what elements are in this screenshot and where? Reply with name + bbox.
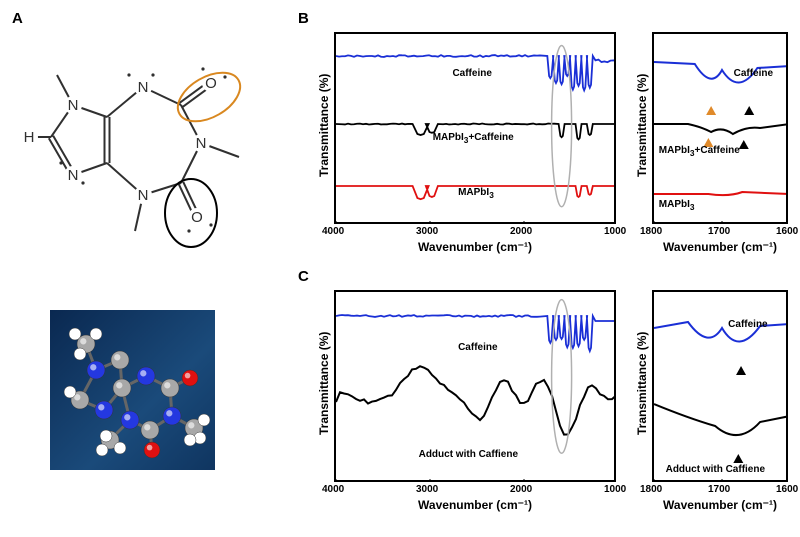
trace-label: Adduct with Caffiene (419, 449, 518, 460)
trace-label: Caffeine (452, 68, 491, 79)
tick-label: 1600 (776, 484, 798, 495)
tick-label: 2000 (510, 484, 532, 495)
svg-text:H: H (24, 129, 35, 146)
y-axis-label: Transmittance (%) (317, 77, 331, 177)
svg-text:O: O (191, 209, 203, 226)
trace-label: Adduct with Caffiene (666, 464, 765, 475)
x-axis-label: Wavenumber (cm⁻¹) (334, 240, 616, 254)
svg-text:N: N (138, 79, 149, 96)
trace-label: Caffeine (728, 319, 767, 330)
tick-label: 4000 (322, 226, 344, 237)
tick-label: 1800 (640, 226, 662, 237)
trace-label: MAPbI3 (458, 187, 494, 200)
trace-label: Caffeine (734, 68, 773, 79)
x-axis-label: Wavenumber (cm⁻¹) (652, 498, 788, 512)
panel-label-c: C (298, 268, 309, 285)
tick-label: 1700 (708, 226, 730, 237)
x-axis-label: Wavenumber (cm⁻¹) (334, 498, 616, 512)
svg-text:N: N (68, 97, 79, 114)
panel-label-b: B (298, 10, 309, 27)
svg-text:N: N (196, 135, 207, 152)
tick-label: 2000 (510, 226, 532, 237)
molecule-3d-model (50, 310, 215, 470)
tick-label: 1700 (708, 484, 730, 495)
svg-text:N: N (138, 187, 149, 204)
svg-text:O: O (205, 75, 217, 92)
tick-label: 4000 (322, 484, 344, 495)
y-axis-label: Transmittance (%) (635, 77, 649, 177)
tick-label: 1800 (640, 484, 662, 495)
tick-label: 3000 (416, 484, 438, 495)
tick-label: 1000 (604, 484, 626, 495)
tick-label: 1600 (776, 226, 798, 237)
x-axis-label: Wavenumber (cm⁻¹) (652, 240, 788, 254)
y-axis-label: Transmittance (%) (317, 335, 331, 435)
tick-label: 3000 (416, 226, 438, 237)
panel-b-narrow-spectrum (652, 32, 788, 224)
trace-label: MAPbI3+Caffeine (433, 132, 514, 145)
svg-text:N: N (68, 167, 79, 184)
panel-label-a: A (12, 10, 23, 27)
trace-label: MAPbI3 (659, 199, 695, 212)
panel-a-container: N N N N N O O H (10, 35, 280, 260)
tick-label: 1000 (604, 226, 626, 237)
chemical-structure-diagram: N N N N N O O H (10, 35, 280, 255)
trace-label: Caffeine (458, 342, 497, 353)
trace-label: MAPbI3+Caffeine (659, 145, 740, 158)
y-axis-label: Transmittance (%) (635, 335, 649, 435)
